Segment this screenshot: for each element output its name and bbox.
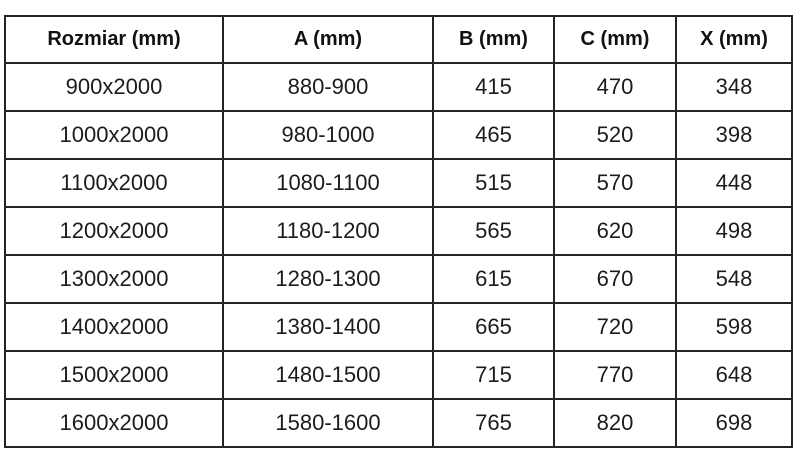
cell-b: 715 xyxy=(432,350,555,400)
cell-a: 1180-1200 xyxy=(222,206,434,256)
cell-a: 1080-1100 xyxy=(222,158,434,208)
cell-x: 648 xyxy=(675,350,793,400)
cell-rozmiar: 1000x2000 xyxy=(4,110,224,160)
cell-x: 448 xyxy=(675,158,793,208)
cell-rozmiar: 1500x2000 xyxy=(4,350,224,400)
size-table-body: 900x2000 880-900 415 470 348 1000x2000 9… xyxy=(4,62,793,448)
cell-c: 470 xyxy=(553,62,677,112)
cell-rozmiar: 900x2000 xyxy=(4,62,224,112)
cell-b: 765 xyxy=(432,398,555,448)
cell-c: 520 xyxy=(553,110,677,160)
cell-a: 1380-1400 xyxy=(222,302,434,352)
table-row: 900x2000 880-900 415 470 348 xyxy=(4,62,793,112)
cell-rozmiar: 1200x2000 xyxy=(4,206,224,256)
header-row: Rozmiar (mm) A (mm) B (mm) C (mm) X (mm) xyxy=(4,15,793,64)
table-row: 1500x2000 1480-1500 715 770 648 xyxy=(4,350,793,400)
cell-b: 665 xyxy=(432,302,555,352)
header-b: B (mm) xyxy=(432,15,555,64)
cell-c: 770 xyxy=(553,350,677,400)
cell-c: 820 xyxy=(553,398,677,448)
cell-a: 1580-1600 xyxy=(222,398,434,448)
cell-b: 565 xyxy=(432,206,555,256)
table-row: 1100x2000 1080-1100 515 570 448 xyxy=(4,158,793,208)
cell-b: 615 xyxy=(432,254,555,304)
header-rozmiar: Rozmiar (mm) xyxy=(4,15,224,64)
cell-rozmiar: 1400x2000 xyxy=(4,302,224,352)
cell-x: 548 xyxy=(675,254,793,304)
cell-a: 880-900 xyxy=(222,62,434,112)
size-table: Rozmiar (mm) A (mm) B (mm) C (mm) X (mm)… xyxy=(4,15,793,448)
cell-c: 670 xyxy=(553,254,677,304)
header-c: C (mm) xyxy=(553,15,677,64)
table-row: 1300x2000 1280-1300 615 670 548 xyxy=(4,254,793,304)
header-a: A (mm) xyxy=(222,15,434,64)
cell-a: 1480-1500 xyxy=(222,350,434,400)
table-row: 1200x2000 1180-1200 565 620 498 xyxy=(4,206,793,256)
cell-x: 348 xyxy=(675,62,793,112)
table-row: 1400x2000 1380-1400 665 720 598 xyxy=(4,302,793,352)
cell-x: 698 xyxy=(675,398,793,448)
cell-b: 515 xyxy=(432,158,555,208)
cell-x: 598 xyxy=(675,302,793,352)
cell-c: 570 xyxy=(553,158,677,208)
size-table-header: Rozmiar (mm) A (mm) B (mm) C (mm) X (mm) xyxy=(4,15,793,64)
header-x: X (mm) xyxy=(675,15,793,64)
cell-rozmiar: 1600x2000 xyxy=(4,398,224,448)
cell-x: 498 xyxy=(675,206,793,256)
cell-c: 620 xyxy=(553,206,677,256)
cell-rozmiar: 1100x2000 xyxy=(4,158,224,208)
cell-rozmiar: 1300x2000 xyxy=(4,254,224,304)
cell-a: 1280-1300 xyxy=(222,254,434,304)
cell-a: 980-1000 xyxy=(222,110,434,160)
cell-x: 398 xyxy=(675,110,793,160)
cell-c: 720 xyxy=(553,302,677,352)
cell-b: 415 xyxy=(432,62,555,112)
table-row: 1000x2000 980-1000 465 520 398 xyxy=(4,110,793,160)
cell-b: 465 xyxy=(432,110,555,160)
table-row: 1600x2000 1580-1600 765 820 698 xyxy=(4,398,793,448)
